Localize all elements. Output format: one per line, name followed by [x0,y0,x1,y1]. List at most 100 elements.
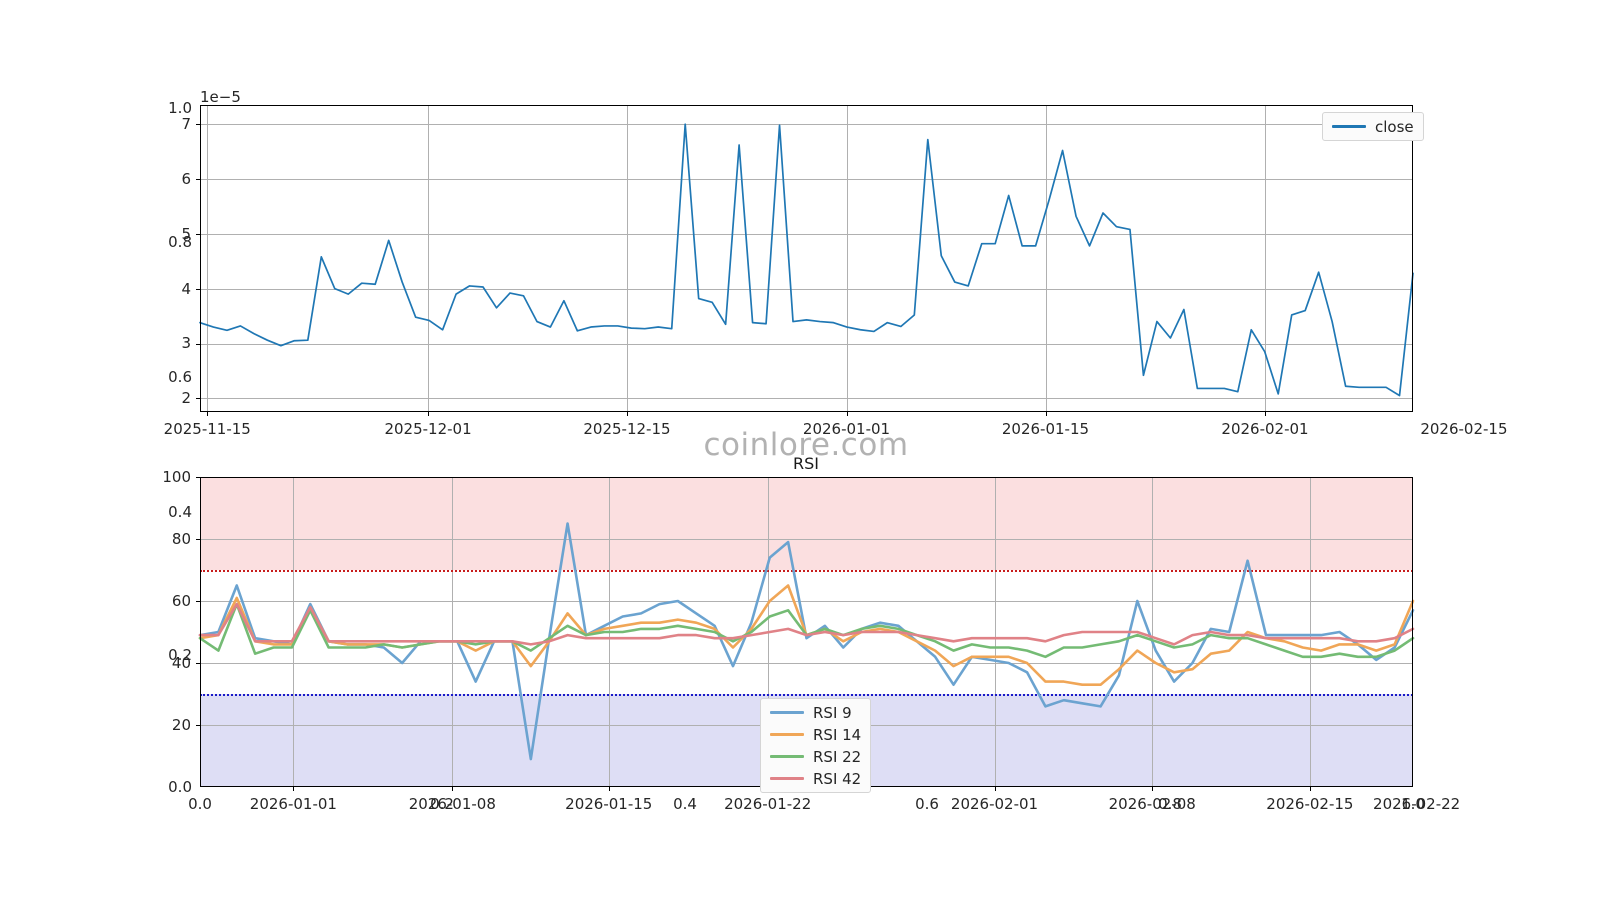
rsi-ytick-2 [196,601,200,602]
legend-swatch-2 [770,754,804,759]
rsi-line-series [198,522,1415,761]
rsi-legend[interactable]: RSI 9 RSI 14 RSI 22 RSI 42 [760,698,872,793]
rsi-xtick-label-5: 2026-02-08 [1108,795,1196,813]
price-gridline-y-3 [200,233,1413,235]
legend-item-3[interactable]: RSI 42 [770,769,862,788]
price-ytick-5 [196,124,200,126]
rsi-ytick-label-3: 80 [171,530,191,548]
legend-item-2[interactable]: RSI 22 [770,747,862,766]
oversold-threshold-line [200,694,1413,696]
price-gridline-x-5 [1265,105,1266,412]
rsi-gridline-x-1 [452,477,454,787]
legend-label-2: RSI 22 [813,747,862,766]
price-xtick-5 [1265,412,1266,416]
rsi-xtick-label-7: 2026-02-22 [1373,795,1461,813]
price-xtick-label-3: 2026-01-01 [802,420,891,438]
overlay-bottom-ytick-label-0: 0.4 [168,503,192,521]
overlay-bottom-ytick-label-2: 0.0 [168,778,192,796]
legend-label-0: close [1375,117,1414,136]
price-xtick-label-6: 2026-02-15 [1420,420,1508,438]
rsi-gridline-x-6 [1309,477,1311,787]
price-y-offset-label: 1e−5 [200,88,241,106]
price-xtick-label-4: 2026-01-15 [1001,420,1090,438]
rsi-gridline-x-0 [293,477,295,787]
price-gridline-x-4 [1045,105,1047,412]
overlay-bottom-xtick-label-0: 0.0 [188,795,212,813]
price-ytick-2 [196,288,200,290]
rsi-xtick-label-3: 2026-01-22 [724,795,812,813]
watermark: coinlore.com [703,427,909,463]
legend-label-3: RSI 42 [813,769,862,788]
rsi-ytick-label-1: 40 [171,654,191,672]
overlay-top-ytick-label-0: 1.0 [168,99,192,117]
legend-item-0[interactable]: close [1332,117,1414,136]
overlay-top-ytick-label-2: 0.6 [168,368,192,386]
rsi-ytick-4 [196,477,200,478]
rsi-title: RSI [793,454,819,473]
rsi-xtick-2 [608,787,610,791]
rsi-gridline-y-1 [200,663,1413,664]
overlay-bottom-xtick-label-2: 0.4 [673,795,697,813]
rsi-ytick-label-2: 60 [171,592,191,610]
price-gridline-x-2 [627,105,628,412]
legend-label-1: RSI 14 [813,725,862,744]
price-gridline-y-2 [200,288,1413,290]
rsi-xtick-5 [1152,787,1154,791]
rsi-xtick-6 [1309,787,1311,791]
rsi-xtick-4 [994,787,996,791]
price-xtick-3 [846,412,848,416]
legend-item-1[interactable]: RSI 14 [770,725,862,744]
overlay-bottom-ytick-label-1: 0.2 [168,646,192,664]
rsi-gridline-y-2 [200,601,1413,602]
price-gridline-x-3 [846,105,848,412]
overlay-bottom-xtick-label-5: 1.0 [1401,795,1425,813]
price-gridline-x-0 [207,105,209,412]
price-gridline-y-0 [200,398,1413,400]
price-ytick-4 [196,179,200,180]
price-legend[interactable]: close [1322,112,1424,141]
price-ytick-label-2: 4 [181,279,191,298]
legend-swatch-1 [770,732,804,737]
rsi-gridline-x-5 [1152,477,1154,787]
rsi-ytick-label-0: 20 [171,716,191,734]
price-xtick-0 [207,412,209,416]
price-xtick-label-5: 2026-02-01 [1221,420,1309,438]
rsi-xtick-1 [452,787,454,791]
rsi-ytick-3 [196,539,200,540]
price-ytick-0 [196,398,200,400]
price-xtick-4 [1045,412,1047,416]
price-chart-panel [196,105,1414,416]
price-xtick-1 [428,412,429,416]
price-ytick-label-4: 6 [181,170,191,188]
price-ytick-label-3: 5 [181,224,191,243]
rsi-ytick-0 [196,725,200,726]
price-ytick-label-0: 2 [181,389,191,408]
rsi-xtick-0 [293,787,295,791]
rsi-xtick-label-2: 2026-01-15 [565,795,653,813]
rsi-xtick-label-0: 2026-01-01 [249,795,337,813]
rsi-ytick-1 [196,663,200,664]
legend-swatch-0 [770,710,804,715]
price-xtick-label-2: 2025-12-15 [583,420,671,438]
legend-swatch-3 [770,776,804,781]
price-line-series [199,123,1414,397]
overlay-bottom-xtick-label-3: 0.6 [915,795,939,813]
overlay-top-ytick-label-1: 0.8 [168,233,192,251]
legend-swatch-0 [1332,124,1366,129]
overlay-bottom-xtick-label-4: 0.8 [1158,795,1182,813]
price-ytick-3 [196,233,200,235]
price-xtick-label-1: 2025-12-01 [384,420,472,438]
rsi-xtick-label-1: 2026-01-08 [408,795,496,813]
overbought-band [200,477,1413,570]
price-ytick-1 [196,343,200,345]
legend-label-0: RSI 9 [813,703,852,722]
overbought-threshold-line [200,570,1413,572]
price-gridline-y-5 [200,124,1413,126]
price-ytick-label-1: 3 [181,334,191,353]
price-gridline-x-1 [428,105,429,412]
price-xtick-label-0: 2025-11-15 [163,420,251,438]
rsi-xtick-label-6: 2026-02-15 [1266,795,1354,813]
price-ytick-label-5: 7 [181,115,191,134]
legend-item-0[interactable]: RSI 9 [770,703,861,722]
rsi-gridline-x-4 [994,477,996,787]
